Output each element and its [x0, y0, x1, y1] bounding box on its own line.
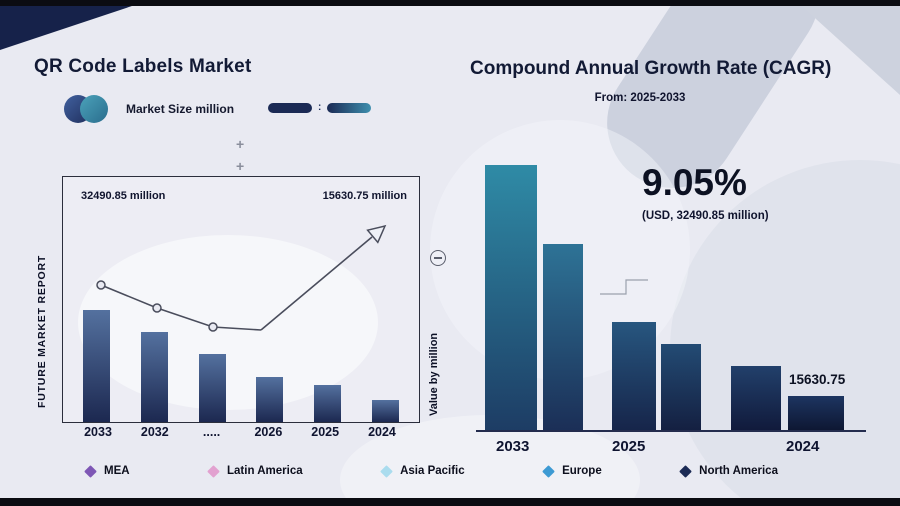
step-line-decoration	[600, 279, 648, 295]
right-bar-2024-a	[731, 366, 781, 432]
left-x-label: .....	[202, 425, 221, 439]
minus-circle-icon	[430, 250, 446, 266]
right-bar-2033-b	[543, 244, 583, 432]
market-size-label: Market Size million	[126, 102, 235, 116]
cagr-title: Compound Annual Growth Rate (CAGR)	[470, 58, 832, 79]
market-size-legend: Market Size million	[64, 94, 234, 124]
market-size-chart: 32490.85 million 15630.75 million	[62, 176, 420, 423]
right-y-axis-label: Value by million	[428, 332, 440, 416]
market-size-icon	[64, 94, 112, 124]
left-chart-title: QR Code Labels Market	[34, 56, 252, 77]
legend-label: Europe	[562, 465, 602, 477]
right-x-label: 2033	[496, 438, 530, 455]
legend-pills: :	[268, 102, 372, 113]
legend-item-europe: Europe	[542, 464, 602, 478]
plus-icon: +	[236, 136, 245, 152]
legend-item-asia-pacific: Asia Pacific	[380, 464, 465, 478]
max-value-label: 32490.85 million	[81, 190, 166, 202]
left-bar-2025	[314, 385, 342, 422]
left-x-label: 2033	[84, 425, 112, 439]
right-x-label: 2025	[612, 438, 646, 455]
right-axis-line	[476, 430, 866, 432]
right-x-label: 2024	[786, 438, 820, 455]
pill-navy-icon	[268, 102, 312, 113]
diamond-icon	[84, 464, 97, 478]
sphere-teal-icon	[80, 95, 108, 123]
plus-icon: +	[236, 158, 245, 174]
left-bar-.....	[198, 354, 226, 422]
diamond-icon	[380, 464, 393, 478]
left-bar-2026	[256, 377, 284, 422]
left-bar-2033	[83, 310, 110, 422]
left-x-label: 2024	[368, 425, 396, 439]
left-bars	[63, 177, 419, 422]
right-bar-2024-b	[788, 396, 844, 432]
left-x-label: 2025	[311, 425, 340, 439]
legend-label: North America	[699, 465, 778, 477]
decorative-blob	[78, 235, 378, 410]
left-x-label: 2032	[140, 425, 169, 439]
legend-label: MEA	[104, 465, 130, 477]
region-legend: MEA Latin America Asia Pacific Europe North …	[84, 464, 778, 478]
trend-line-arrow	[96, 224, 387, 332]
bottom-border-strip	[0, 498, 900, 506]
legend-label: Asia Pacific	[400, 465, 465, 477]
left-x-labels: 2033 2032..... 2026 2025 2024	[62, 425, 418, 439]
pill-gradient-icon	[327, 102, 372, 113]
min-value-label: 15630.75 million	[322, 190, 407, 202]
diamond-icon	[207, 464, 220, 478]
cagr-subtitle: From: 2025-2033	[594, 92, 686, 104]
right-bar-2025-b	[661, 344, 701, 432]
legend-label: Latin America	[227, 465, 303, 477]
watermark-label: FUTURE MARKET REPORT	[36, 254, 48, 408]
left-x-label: 2026	[254, 425, 283, 439]
diamond-icon	[542, 464, 555, 478]
cagr-note: (USD, 32490.85 million)	[642, 210, 769, 222]
legend-item-mea: MEA	[84, 464, 130, 478]
left-bar-2032	[140, 332, 168, 422]
diamond-icon	[679, 464, 693, 478]
pill-separator: :	[318, 102, 322, 113]
cagr-value: 9.05%	[642, 162, 747, 203]
legend-item-latin-america: Latin America	[207, 464, 303, 478]
right-bar-2033-a	[485, 165, 537, 432]
top-border-strip	[0, 0, 900, 6]
left-bar-2024	[371, 400, 399, 422]
legend-item-north-america: North America	[679, 464, 778, 478]
right-bar-2025-a	[612, 322, 656, 432]
value-annotation-2024: 15630.75	[789, 372, 846, 387]
